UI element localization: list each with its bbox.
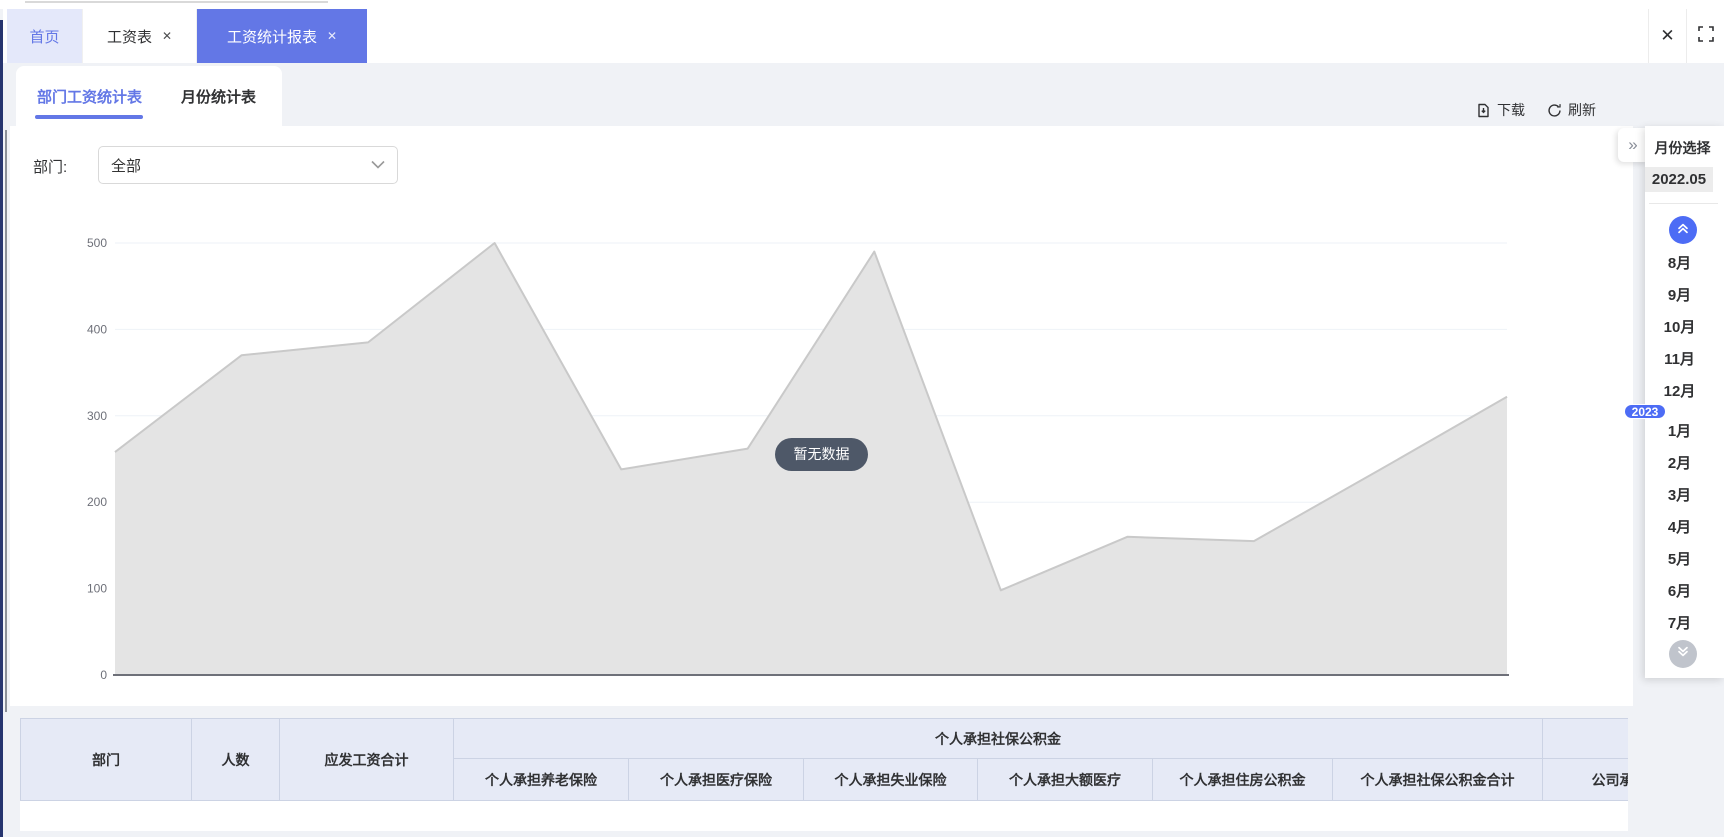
tab-payroll-label: 工资表 [106, 28, 152, 46]
fullscreen-icon [1697, 25, 1714, 47]
download-label: 下载 [1497, 102, 1525, 118]
month-list: 8月 9月 10月 11月 12月 1月 2月 3月 4月 5月 6月 7月 [1645, 248, 1714, 640]
refresh-label: 刷新 [1568, 102, 1596, 118]
col-header-gross-total: 应发工资合计 [279, 718, 454, 801]
top-strip [0, 0, 1724, 9]
table-empty-body-row [20, 801, 1628, 831]
selected-month-value: 2022.05 [1645, 167, 1713, 192]
y-tick-label-100: 100 [87, 582, 107, 596]
col-header-personal-pension: 个人承担养老保险 [453, 758, 629, 801]
double-chevron-down-icon [1675, 644, 1691, 665]
subtab-department-stats[interactable]: 部门工资统计表 [37, 88, 143, 106]
y-tick-label-500: 500 [87, 236, 107, 250]
month-item-2022-9[interactable]: 9月 [1667, 287, 1692, 304]
tab-payroll[interactable]: 工资表 ✕ [82, 9, 197, 63]
col-header-personal-unemployment: 个人承担失业保险 [803, 758, 978, 801]
month-item-2022-8[interactable]: 8月 [1667, 255, 1692, 272]
top-divider-line [25, 1, 328, 3]
subtab-month-stats[interactable]: 月份统计表 [181, 88, 257, 106]
month-item-2023-7[interactable]: 7月 [1667, 615, 1692, 632]
area-series-line [114, 242, 1508, 592]
col-header-company-pension: 公司承担养老保险 [1542, 758, 1628, 801]
month-item-2022-12[interactable]: 12月 [1663, 383, 1696, 400]
month-item-2023-6[interactable]: 6月 [1667, 583, 1692, 600]
scroll-months-down-button[interactable] [1669, 640, 1697, 668]
chart-toolbar: 下载 刷新 [1476, 96, 1596, 124]
download-button[interactable]: 下载 [1476, 100, 1525, 120]
month-item-2022-11[interactable]: 11月 [1664, 351, 1695, 368]
month-item-2023-1[interactable]: 1月 [1667, 423, 1692, 440]
window-controls: ✕ [1648, 9, 1724, 63]
month-selector-panel: 月份选择 2022.05 8月 9月 10月 11月 12月 1月 2月 3月 4月 5月 6月 7月… [1624, 126, 1724, 678]
tab-salary-report-label: 工资统计报表 [226, 28, 317, 46]
left-nav-edge [0, 20, 3, 837]
month-panel-collapse-button[interactable]: » [1618, 128, 1648, 162]
summary-table-container: 部门 人数 应发工资合计 个人承担社保公积金 个人承担养老保险 个人承担医疗保险… [20, 718, 1628, 831]
month-item-2022-10[interactable]: 10月 [1663, 319, 1696, 336]
department-filter-label: 部门: [33, 159, 68, 176]
group-header-company-insurance [1542, 718, 1628, 759]
department-select[interactable]: 全部 [98, 146, 398, 184]
left-scrollbar[interactable] [5, 130, 7, 712]
download-icon [1476, 103, 1491, 118]
col-header-department: 部门 [20, 718, 192, 801]
close-icon: ✕ [1660, 26, 1675, 45]
month-item-2023-5[interactable]: 5月 [1667, 551, 1692, 568]
col-header-personal-housing-fund: 个人承担住房公积金 [1152, 758, 1333, 801]
main-tab-bar: 首页 工资表 ✕ 工资统计报表 ✕ ✕ [3, 9, 1724, 63]
col-header-personal-total: 个人承担社保公积金合计 [1331, 758, 1544, 801]
month-item-2023-4[interactable]: 4月 [1667, 519, 1692, 536]
department-salary-area-chart: 0 100 200 300 400 500 [87, 236, 1509, 682]
close-tab-button[interactable]: ✕ [1648, 9, 1686, 63]
chevron-down-icon [371, 156, 385, 174]
month-panel-title: 月份选择 [1654, 140, 1711, 156]
report-subtab-card: 部门工资统计表 月份统计表 [16, 66, 282, 126]
department-select-value: 全部 [111, 157, 142, 175]
collapse-chevrons-icon: » [1628, 135, 1638, 154]
no-data-tooltip: 暂无数据 [775, 438, 868, 471]
y-tick-label-300: 300 [87, 409, 107, 423]
y-tick-label-400: 400 [87, 322, 107, 336]
tab-home[interactable]: 首页 [7, 9, 82, 63]
col-header-personal-medical: 个人承担医疗保险 [628, 758, 804, 801]
y-tick-label-200: 200 [87, 495, 107, 509]
month-panel-divider [1649, 203, 1718, 204]
active-subtab-underline [35, 115, 143, 119]
scroll-months-up-button[interactable] [1669, 216, 1697, 244]
col-header-headcount: 人数 [191, 718, 280, 801]
department-summary-table: 部门 人数 应发工资合计 个人承担社保公积金 个人承担养老保险 个人承担医疗保险… [20, 718, 1628, 801]
double-chevron-up-icon [1675, 220, 1691, 241]
tab-salary-report-close-icon[interactable]: ✕ [326, 29, 338, 43]
month-item-2023-3[interactable]: 3月 [1667, 487, 1692, 504]
tab-home-label: 首页 [29, 28, 60, 46]
group-header-personal-insurance: 个人承担社保公积金 [452, 718, 1544, 759]
y-tick-label-0: 0 [100, 668, 107, 682]
refresh-button[interactable]: 刷新 [1547, 100, 1596, 120]
year-2023-badge: 2023 [1624, 404, 1666, 419]
col-header-personal-major-medical: 个人承担大额医疗 [977, 758, 1153, 801]
month-item-2023-2[interactable]: 2月 [1667, 455, 1692, 472]
tab-salary-report[interactable]: 工资统计报表 ✕ [197, 9, 367, 63]
refresh-icon [1547, 103, 1562, 118]
tab-payroll-close-icon[interactable]: ✕ [161, 29, 173, 43]
fullscreen-button[interactable] [1686, 9, 1724, 63]
